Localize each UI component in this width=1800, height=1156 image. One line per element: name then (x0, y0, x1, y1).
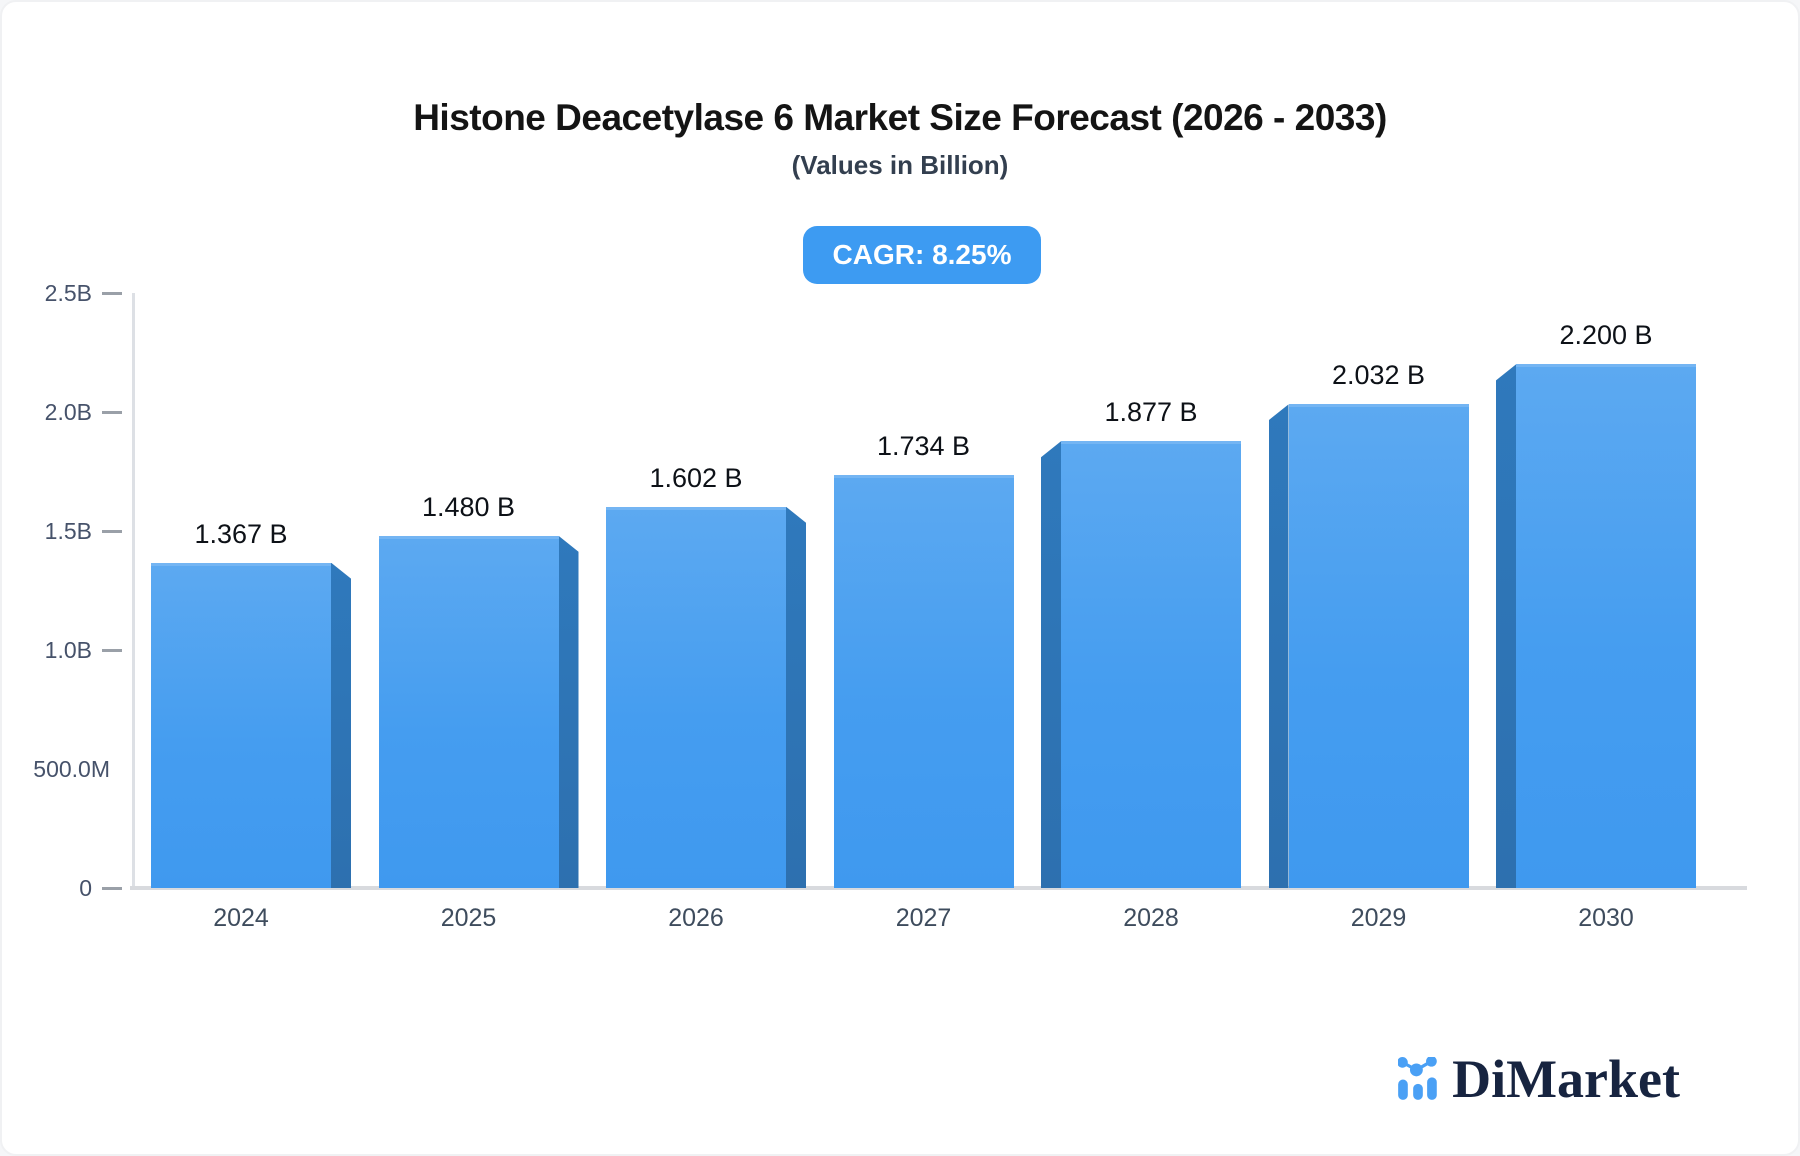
y-axis-tick-dash (102, 292, 122, 295)
dimarket-logo: DiMarket (1398, 1052, 1680, 1106)
cagr-badge-row: CAGR: 8.25% (2, 226, 1798, 284)
y-axis-tick-dash (102, 649, 122, 652)
x-axis-label: 2028 (1123, 904, 1179, 932)
chart-subtitle: (Values in Billion) (791, 150, 1009, 180)
y-axis-tick-label: 1.5B (44, 518, 92, 544)
bar (1061, 441, 1241, 888)
x-axis-label: 2025 (440, 904, 497, 932)
bar-value-label: 1.480 B (421, 491, 516, 522)
bar (833, 475, 1014, 888)
bar-3d-side (558, 535, 579, 888)
bar (1516, 364, 1696, 888)
bar-3d-side (1496, 364, 1516, 888)
bar-value-label: 2.200 B (1559, 320, 1653, 351)
x-axis-label: 2024 (213, 904, 269, 932)
y-axis-tick-dash (102, 530, 122, 533)
bar-value-label: 1.877 B (1104, 397, 1198, 428)
y-axis-tick-dash (102, 887, 122, 890)
y-axis-tick-label: 0 (79, 875, 92, 901)
mini-bar-chart-with-dots-icon (1398, 1057, 1437, 1100)
x-axis-line (130, 886, 1747, 890)
bar (378, 535, 559, 888)
bar-3d-side (331, 562, 351, 888)
y-axis-tick-label: 1.0B (44, 637, 92, 663)
x-axis-label: 2027 (895, 904, 952, 932)
cagr-badge: CAGR: 8.25% (802, 226, 1042, 284)
bar-value-label: 1.734 B (876, 431, 971, 462)
chart-title: Histone Deacetylase 6 Market Size Foreca… (413, 97, 1387, 138)
y-axis-tick-label: 500.0M (33, 756, 110, 782)
x-axis-label: 2030 (1578, 904, 1634, 932)
bar (1288, 404, 1469, 888)
bar (151, 562, 331, 888)
bar-3d-side (1268, 404, 1289, 888)
bar-value-label: 2.032 B (1331, 360, 1426, 391)
bar (606, 506, 786, 888)
x-axis-label: 2026 (668, 904, 724, 932)
y-axis-tick-label: 2.5B (44, 280, 92, 306)
bar-3d-side (786, 506, 806, 888)
y-axis-tick-dash (102, 411, 122, 414)
y-axis-tick-label: 2.0B (44, 399, 92, 425)
dimarket-logo-text: DiMarket (1452, 1049, 1680, 1109)
bar-value-label: 1.367 B (194, 518, 288, 549)
bar-value-label: 1.602 B (649, 462, 743, 493)
bar-3d-side (1041, 441, 1061, 888)
x-axis-label: 2029 (1350, 904, 1407, 932)
y-axis-line (132, 293, 135, 890)
